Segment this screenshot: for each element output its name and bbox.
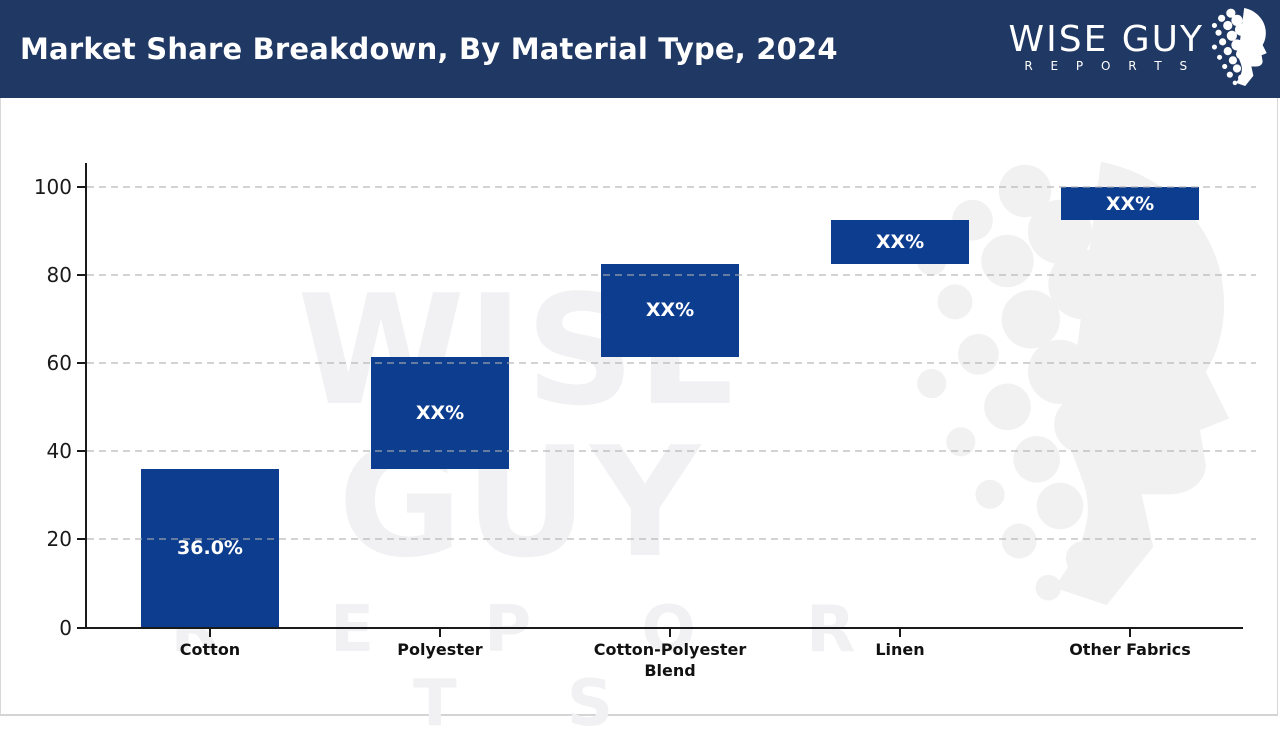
y-tick-mark <box>77 362 85 365</box>
bar-value-label: XX% <box>415 401 465 424</box>
y-tick-label: 40 <box>46 439 72 464</box>
gridline <box>87 538 1256 541</box>
bar-value-label: XX% <box>875 231 925 254</box>
dotted-head-icon <box>1211 8 1267 86</box>
y-tick-mark <box>77 450 85 453</box>
bar: 36.0% <box>141 468 279 628</box>
y-tick-mark <box>77 538 85 541</box>
logo-wordmark: WISE GUY <box>1008 18 1204 60</box>
bar-value-label: 36.0% <box>177 537 243 560</box>
bar: XX% <box>371 356 509 469</box>
y-tick-mark <box>77 274 85 277</box>
y-tick-label: 0 <box>59 615 72 640</box>
logo-subtitle: R E P O R T S <box>1024 59 1195 74</box>
y-tick-label: 20 <box>46 527 72 552</box>
x-category-label: Linen <box>875 640 925 659</box>
bar: XX% <box>1061 187 1199 221</box>
y-tick-label: 100 <box>33 175 72 199</box>
gridline <box>87 274 1256 277</box>
x-category-label: Cotton <box>179 640 241 659</box>
gridline <box>87 450 1256 453</box>
y-tick-mark <box>77 626 85 629</box>
gridline <box>87 362 1256 365</box>
y-tick-mark <box>77 186 85 188</box>
wise-guy-logo: WISE GUY R E P O R T S <box>1009 6 1269 88</box>
bar: XX% <box>831 220 969 265</box>
x-axis-line <box>85 627 1243 629</box>
y-axis-line <box>85 163 87 629</box>
x-category-label: Polyester <box>397 640 483 659</box>
x-tick-mark <box>899 629 901 637</box>
x-tick-mark <box>209 629 211 637</box>
header-bar: Market Share Breakdown, By Material Type… <box>0 0 1280 98</box>
y-tick-label: 60 <box>46 351 72 376</box>
bar-value-label: XX% <box>645 299 695 322</box>
y-tick-label: 80 <box>46 263 72 288</box>
x-tick-mark <box>439 629 441 637</box>
x-category-label: Other Fabrics <box>1069 640 1191 659</box>
x-tick-mark <box>669 629 671 637</box>
bar: XX% <box>601 264 739 357</box>
bar-value-label: XX% <box>1105 192 1155 215</box>
gridline <box>87 186 1256 188</box>
x-category-label: Cotton-Polyester Blend <box>593 640 747 680</box>
x-tick-mark <box>1129 629 1131 637</box>
page-title: Market Share Breakdown, By Material Type… <box>20 32 838 66</box>
